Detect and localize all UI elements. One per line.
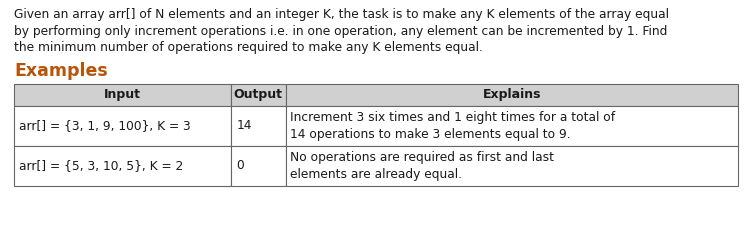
Bar — [231, 106, 286, 146]
Text: elements are already equal.: elements are already equal. — [290, 168, 462, 181]
Text: Output: Output — [234, 88, 283, 101]
Text: arr[] = {3, 1, 9, 100}, K = 3: arr[] = {3, 1, 9, 100}, K = 3 — [19, 119, 191, 132]
Text: arr[] = {5, 3, 10, 5}, K = 2: arr[] = {5, 3, 10, 5}, K = 2 — [19, 159, 183, 172]
Text: by performing only increment operations i.e. in one operation, any element can b: by performing only increment operations … — [14, 24, 667, 38]
Text: 0: 0 — [236, 159, 244, 172]
Bar — [231, 84, 286, 106]
Text: the minimum number of operations required to make any K elements equal.: the minimum number of operations require… — [14, 41, 483, 54]
Text: 14 operations to make 3 elements equal to 9.: 14 operations to make 3 elements equal t… — [290, 128, 571, 141]
Text: Explains: Explains — [483, 88, 541, 101]
Text: No operations are required as first and last: No operations are required as first and … — [290, 152, 554, 164]
Text: Examples: Examples — [14, 62, 108, 80]
Bar — [14, 106, 231, 146]
Text: 14: 14 — [236, 119, 252, 132]
Bar — [14, 84, 231, 106]
Bar — [14, 146, 231, 186]
Bar — [231, 146, 286, 186]
Text: Given an array arr[] of N elements and an integer K, the task is to make any K e: Given an array arr[] of N elements and a… — [14, 8, 669, 21]
Bar — [286, 106, 738, 146]
Bar — [286, 146, 738, 186]
Text: Input: Input — [104, 88, 141, 101]
Bar — [286, 84, 738, 106]
Text: Increment 3 six times and 1 eight times for a total of: Increment 3 six times and 1 eight times … — [290, 112, 616, 124]
